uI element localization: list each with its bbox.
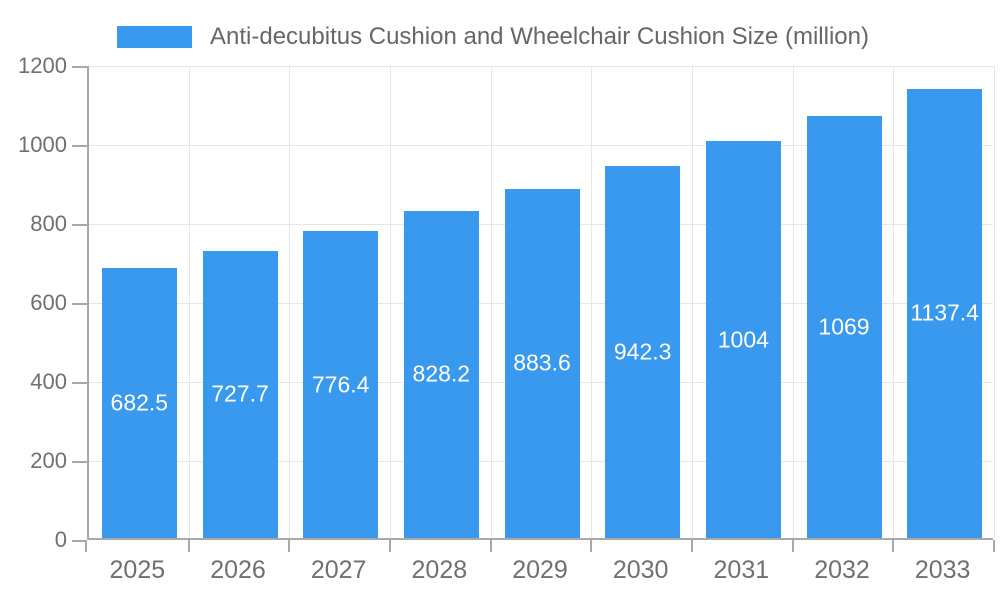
bar-2029[interactable]: 883.6 <box>504 188 580 538</box>
bar-2025[interactable]: 682.5 <box>101 268 177 538</box>
x-axis-tick <box>389 540 391 552</box>
y-axis-tick <box>72 540 87 542</box>
x-axis-tick-label: 2030 <box>612 556 669 584</box>
vertical-gridline <box>893 66 895 538</box>
bar-value-label: 776.4 <box>311 371 370 398</box>
x-axis-tick <box>892 540 895 552</box>
y-axis-tick-label: 600 <box>30 290 67 315</box>
legend-item[interactable]: Anti-decubitus Cushion and Wheelchair Cu… <box>117 23 869 51</box>
plot-area: 682.5 727.7 776.4 828.2 883.6 942.3 1004 1069 11… <box>87 66 995 540</box>
x-axis-tick <box>85 540 87 552</box>
x-axis-tick <box>590 540 593 552</box>
y-axis-tick-label: 1000 <box>18 132 67 157</box>
bar-value-label: 1137.4 <box>910 299 979 326</box>
vertical-gridline <box>792 66 794 538</box>
x-axis-tick <box>288 540 291 552</box>
bar-value-label: 727.7 <box>211 380 269 407</box>
y-axis-tick <box>72 461 87 463</box>
bar-2030[interactable]: 942.3 <box>605 165 681 538</box>
x-axis-tick-label: 2029 <box>512 556 568 584</box>
horizontal-gridline <box>89 145 993 146</box>
y-axis-tick <box>72 224 87 226</box>
y-axis-tick-label: 800 <box>30 211 67 236</box>
y-axis-tick <box>72 145 87 147</box>
legend-label: Anti-decubitus Cushion and Wheelchair Cu… <box>210 23 869 50</box>
y-axis-tick-label: 1200 <box>18 53 67 78</box>
bar-2028[interactable]: 828.2 <box>403 210 479 538</box>
x-axis-tick-label: 2026 <box>210 556 266 584</box>
horizontal-gridline <box>89 66 993 67</box>
bar-2031[interactable]: 1004 <box>705 141 781 538</box>
vertical-gridline <box>390 66 391 538</box>
vertical-gridline <box>490 66 492 538</box>
vertical-gridline <box>994 66 995 538</box>
x-axis-tick <box>691 540 693 552</box>
bar-2026[interactable]: 727.7 <box>202 250 278 538</box>
y-axis-tick <box>72 382 87 384</box>
y-axis-tick-label: 200 <box>30 448 67 473</box>
bar-2032[interactable]: 1069 <box>806 115 882 538</box>
bar-value-label: 942.3 <box>613 338 672 365</box>
vertical-gridline <box>591 66 593 538</box>
vertical-gridline <box>289 66 291 538</box>
bar-2033[interactable]: 1137.4 <box>907 88 983 538</box>
x-axis-tick <box>187 540 190 552</box>
x-axis-tick-label: 2025 <box>109 556 166 584</box>
bar-value-label: 682.5 <box>110 389 169 416</box>
x-axis-tick-label: 2028 <box>411 556 468 584</box>
x-axis-tick-label: 2031 <box>713 556 770 584</box>
y-axis-tick-label: 400 <box>30 369 67 394</box>
x-axis-tick-label: 2027 <box>310 556 367 584</box>
x-axis-tick-label: 2032 <box>814 556 870 584</box>
x-axis-tick <box>993 540 995 552</box>
y-axis-tick-label: 0 <box>54 527 67 552</box>
x-axis-tick <box>489 540 492 552</box>
bar-2027[interactable]: 776.4 <box>303 231 379 538</box>
x-axis-tick-label: 2033 <box>914 556 971 584</box>
vertical-gridline <box>188 66 190 538</box>
bar-value-label: 1004 <box>717 326 769 353</box>
legend-swatch-icon <box>117 26 192 48</box>
bar-value-label: 883.6 <box>513 349 571 376</box>
y-axis-tick <box>72 66 87 68</box>
y-axis-tick <box>72 303 87 305</box>
vertical-gridline <box>692 66 693 538</box>
bar-value-label: 1069 <box>818 313 870 340</box>
bar-value-label: 828.2 <box>412 360 471 387</box>
x-axis-tick <box>791 540 794 552</box>
